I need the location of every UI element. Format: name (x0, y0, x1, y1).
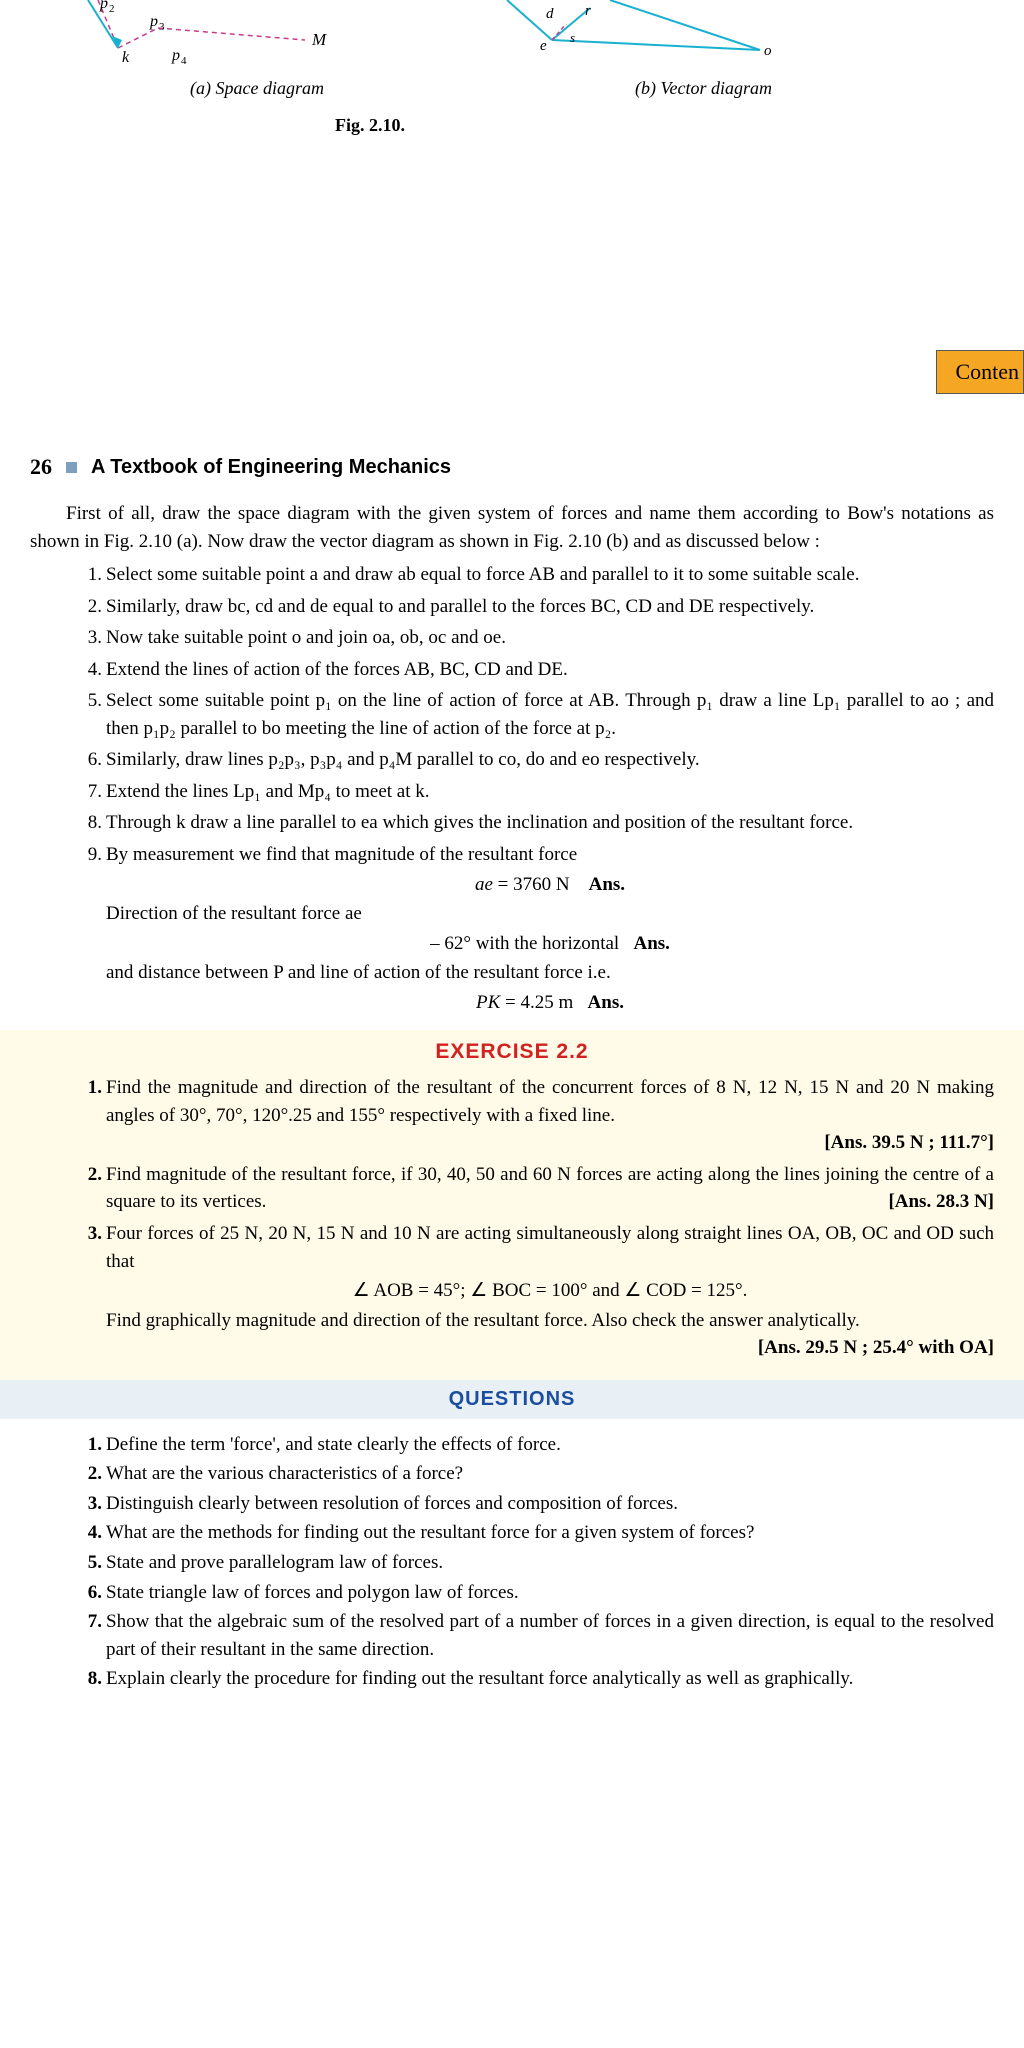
fig-main-caption: Fig. 2.10. (335, 115, 405, 136)
direction-label: Direction of the resultant force ae (106, 900, 994, 928)
figure-svg: p2 p3 k p4 M d r e s o (0, 0, 1024, 110)
svg-text:4: 4 (181, 55, 187, 67)
svg-text:r: r (585, 3, 591, 19)
list-item: 7.Show that the algebraic sum of the res… (106, 1608, 994, 1663)
exercise-title: EXERCISE 2.2 (30, 1040, 994, 1064)
list-item: 3.Distinguish clearly between resolution… (106, 1490, 994, 1518)
svg-text:d: d (546, 6, 554, 22)
contents-tab[interactable]: Conten (936, 350, 1024, 394)
exercise-list: 1. Find the magnitude and direction of t… (30, 1074, 994, 1361)
list-item: 1.Define the term 'force', and state cle… (106, 1431, 994, 1459)
list-item: 3.Now take suitable point o and join oa,… (106, 624, 994, 652)
questions-list: 1.Define the term 'force', and state cle… (30, 1431, 994, 1693)
list-item: 1.Select some suitable point a and draw … (106, 561, 994, 589)
svg-text:3: 3 (159, 21, 165, 33)
list-item: 2.Similarly, draw bc, cd and de equal to… (106, 593, 994, 621)
list-item: 4.What are the methods for finding out t… (106, 1519, 994, 1547)
list-item: 5.Select some suitable point p₁ on the l… (106, 687, 994, 742)
svg-text:p: p (171, 47, 180, 64)
svg-text:k: k (122, 49, 130, 66)
figure-area: p2 p3 k p4 M d r e s o (a) Space diagram… (0, 0, 1024, 150)
list-item: 3. Four forces of 25 N, 20 N, 15 N and 1… (106, 1220, 994, 1362)
caption-b: (b) Vector diagram (635, 78, 772, 99)
svg-text:p: p (99, 0, 108, 12)
distance-label: and distance between P and line of actio… (106, 959, 994, 987)
list-item: 1. Find the magnitude and direction of t… (106, 1074, 994, 1157)
svg-text:2: 2 (109, 3, 115, 15)
list-item: 2.What are the various characteristics o… (106, 1460, 994, 1488)
steps-list: 1.Select some suitable point a and draw … (30, 561, 994, 1016)
svg-text:o: o (764, 43, 772, 59)
list-item: 5.State and prove parallelogram law of f… (106, 1549, 994, 1577)
svg-text:e: e (540, 38, 547, 54)
svg-text:M: M (311, 30, 327, 49)
list-item: 8.Through k draw a line parallel to ea w… (106, 809, 994, 837)
list-item: 6.State triangle law of forces and polyg… (106, 1579, 994, 1607)
list-item: 4.Extend the lines of action of the forc… (106, 656, 994, 684)
questions-title: QUESTIONS (0, 1380, 1024, 1419)
list-item: 9.By measurement we find that magnitude … (106, 841, 994, 1016)
caption-a: (a) Space diagram (190, 78, 324, 99)
list-item: 7.Extend the lines Lp₁ and Mp₄ to meet a… (106, 778, 994, 806)
intro-paragraph: First of all, draw the space diagram wit… (30, 500, 994, 555)
page-body: 26 A Textbook of Engineering Mechanics F… (0, 454, 1024, 1735)
page-number: 26 (30, 454, 52, 480)
exercise-box: EXERCISE 2.2 1. Find the magnitude and d… (0, 1030, 1024, 1379)
book-title: A Textbook of Engineering Mechanics (91, 456, 451, 479)
list-item: 2. Find magnitude of the resultant force… (106, 1161, 994, 1216)
page-header: 26 A Textbook of Engineering Mechanics (30, 454, 994, 480)
svg-text:s: s (570, 30, 575, 45)
square-bullet-icon (66, 462, 77, 473)
list-item: 6.Similarly, draw lines p₂p₃, p₃p₄ and p… (106, 746, 994, 774)
svg-text:p: p (149, 13, 158, 30)
list-item: 8.Explain clearly the procedure for find… (106, 1665, 994, 1693)
